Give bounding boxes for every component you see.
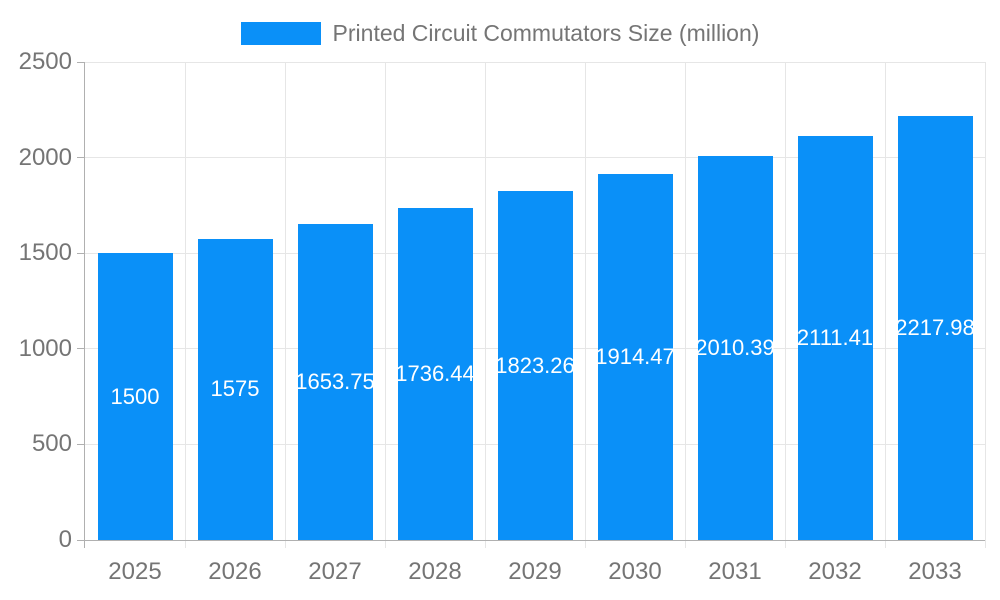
y-gridline (85, 61, 985, 63)
y-axis-tick-label: 2500 (18, 48, 72, 75)
x-axis-tick-label: 2026 (208, 558, 262, 585)
y-axis-tick-label: 1500 (18, 239, 72, 267)
y-axis-tick-label: 500 (31, 430, 72, 458)
y-axis-tick (77, 348, 85, 350)
y-axis-tick-label: 1000 (18, 334, 72, 362)
x-axis-tick-label: 2032 (808, 558, 862, 585)
x-axis-tick-label: 2028 (408, 558, 462, 585)
bar-2031[interactable] (697, 155, 773, 540)
y-axis-tick (77, 443, 85, 445)
bar-2030[interactable] (597, 173, 673, 540)
y-axis-line (84, 62, 85, 548)
y-axis-tick (77, 252, 85, 254)
y-gridline (85, 157, 985, 159)
bar-2025[interactable] (97, 253, 173, 540)
x-gridline (484, 62, 486, 548)
bar-2026[interactable] (197, 238, 273, 540)
y-axis-tick (77, 61, 85, 63)
y-axis-tick-label: 0 (58, 526, 72, 553)
bar-2033[interactable] (897, 115, 973, 540)
bar-2032[interactable] (797, 136, 873, 540)
x-gridline (884, 62, 886, 548)
legend-item[interactable]: Printed Circuit Commutators Size (millio… (0, 20, 1000, 46)
bar-2028[interactable] (397, 207, 473, 540)
x-axis-tick-label: 2033 (908, 558, 962, 585)
x-gridline (584, 62, 586, 548)
x-gridline (384, 62, 386, 548)
bar-2029[interactable] (497, 191, 573, 540)
x-gridline (284, 62, 286, 548)
x-axis-tick-label: 2030 (608, 558, 662, 585)
x-axis-tick-label: 2027 (308, 558, 362, 585)
x-gridline (784, 62, 786, 548)
x-axis-tick-label: 2025 (108, 558, 162, 585)
y-axis-tick-label: 2000 (18, 143, 72, 171)
x-axis-tick-label: 2031 (708, 558, 762, 585)
x-axis-tick-label: 2029 (508, 558, 562, 585)
x-gridline (184, 62, 186, 548)
legend-label: Printed Circuit Commutators Size (millio… (332, 20, 760, 46)
y-axis-tick (77, 157, 85, 159)
x-gridline (984, 62, 986, 548)
x-axis-line (77, 539, 985, 541)
bar-2027[interactable] (297, 223, 373, 540)
x-gridline (684, 62, 686, 548)
legend-swatch (240, 21, 321, 45)
